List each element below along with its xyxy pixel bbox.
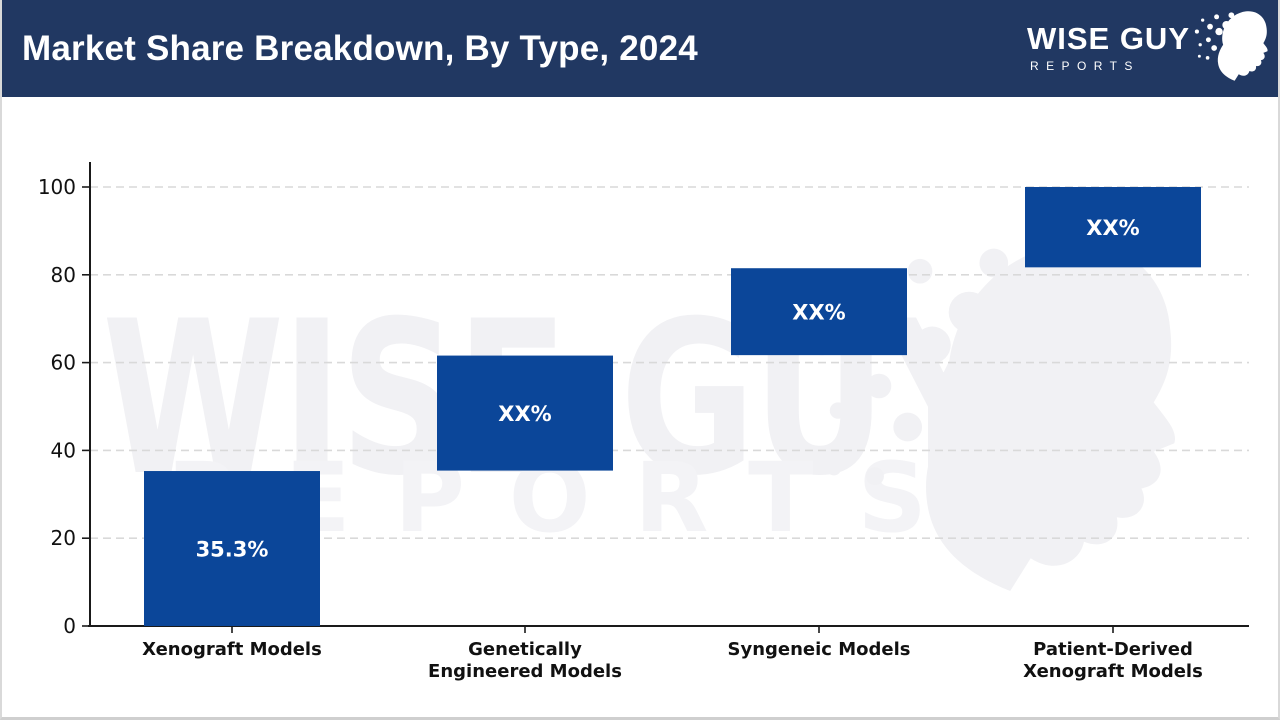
bar-segment	[1025, 187, 1201, 268]
bar-segment	[144, 471, 320, 626]
logo-text: WISE GUY REPORTS	[1027, 23, 1190, 73]
y-tick-label: 100	[38, 175, 76, 199]
y-tick-label: 40	[51, 438, 76, 462]
y-tick-label: 20	[51, 526, 76, 550]
y-tick-label: 80	[51, 263, 76, 287]
x-category-label: Genetically Engineered Models	[428, 639, 622, 682]
waterfall-chart: 0 20 40 60 80 100 35.3% Xenograft Models XX% Gene…	[38, 162, 1249, 682]
logo-wordmark: WISE GUY	[1026, 21, 1190, 57]
bar-value-label: XX%	[1086, 216, 1139, 240]
logo-head-icon	[1192, 6, 1274, 90]
x-category-label: Xenograft Models	[142, 639, 322, 660]
header-bar: Market Share Breakdown, By Type, 2024 WI…	[2, 0, 1278, 97]
bar-value-label: 35.3%	[196, 538, 269, 562]
y-tick-label: 60	[51, 351, 76, 375]
bar-value-label: XX%	[498, 402, 551, 426]
x-category-label: Syngeneic Models	[728, 639, 911, 660]
bar-segment	[731, 268, 907, 356]
y-tick-label: 0	[63, 614, 76, 638]
x-category-label: Patient-Derived Xenograft Models	[1023, 639, 1203, 682]
logo-subtitle: REPORTS	[1029, 58, 1140, 73]
page-title: Market Share Breakdown, By Type, 2024	[22, 28, 698, 68]
bar-segment	[437, 355, 613, 471]
wiseguy-logo: WISE GUY REPORTS	[1027, 6, 1274, 90]
bar-value-label: XX%	[792, 301, 845, 325]
chart-area: WISE GUY REPORTS 0 20 40 60 80 100 35.3% Xenogr…	[2, 97, 1278, 717]
